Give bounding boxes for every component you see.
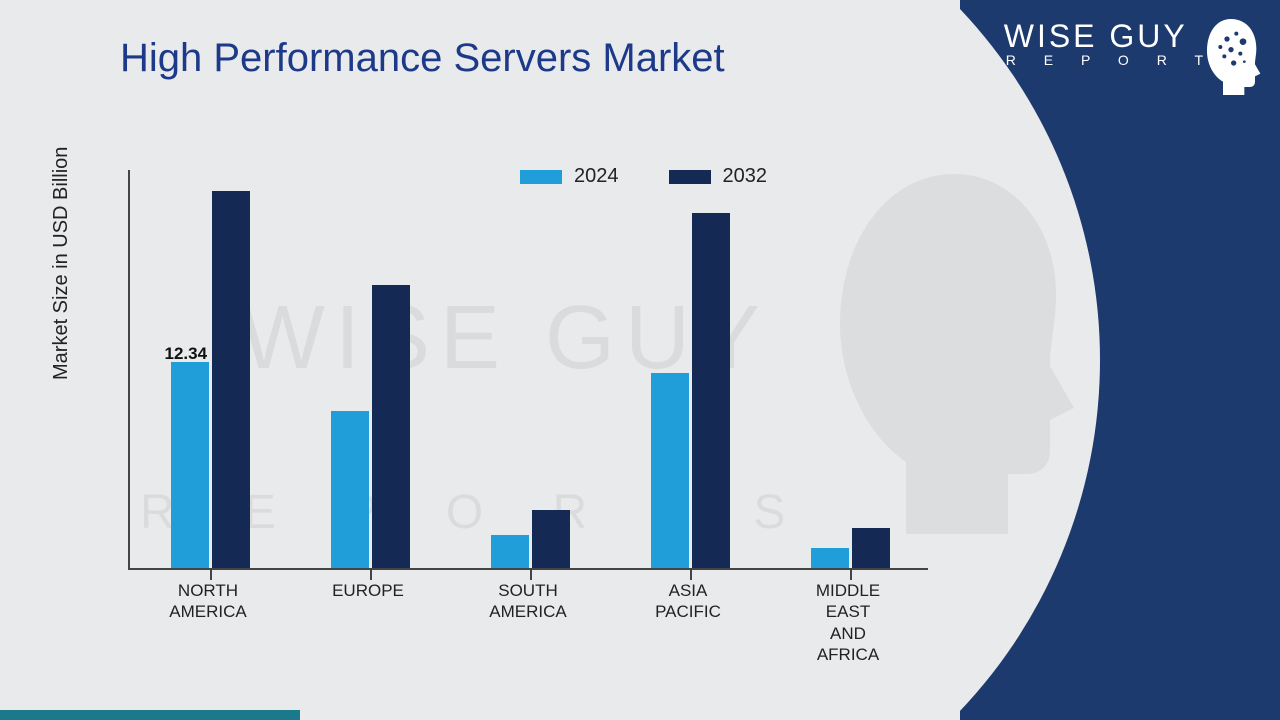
bar (372, 285, 410, 568)
bar (171, 362, 209, 568)
bar (491, 535, 529, 568)
bar (692, 213, 730, 568)
legend-swatch-2032 (669, 170, 711, 184)
category-label: SOUTH AMERICA (458, 580, 598, 623)
brand-head-icon (1192, 15, 1262, 95)
x-tick (370, 570, 372, 580)
bar (532, 510, 570, 568)
bar (651, 373, 689, 568)
bar-group (310, 285, 430, 568)
bar-group (150, 191, 270, 568)
category-label: NORTH AMERICA (138, 580, 278, 623)
bar (331, 411, 369, 568)
legend-label-2032: 2032 (723, 165, 768, 188)
plot-region: 12.34 (128, 170, 928, 570)
legend-swatch-2024 (520, 170, 562, 184)
category-label: EUROPE (298, 580, 438, 601)
y-value-annotation: 12.34 (165, 344, 208, 364)
legend-label-2024: 2024 (574, 165, 619, 188)
chart-viewport: WISE GUY R E P O R T S WISE GUY R E P O … (0, 0, 1280, 720)
bar (852, 528, 890, 568)
chart-area: Market Size in USD Billion 2024 2032 12.… (70, 170, 970, 690)
chart-title: High Performance Servers Market (120, 36, 725, 81)
legend-item-2024: 2024 (520, 165, 619, 188)
x-tick (210, 570, 212, 580)
legend-item-2032: 2032 (669, 165, 768, 188)
brand-logo: WISE GUY R E P O R T S (1004, 20, 1252, 68)
bar-group (630, 213, 750, 568)
bottom-accent-strip (0, 710, 300, 720)
bar-group (790, 528, 910, 568)
category-label: MIDDLE EAST AND AFRICA (778, 580, 918, 665)
x-tick (690, 570, 692, 580)
x-tick (850, 570, 852, 580)
bar-group (470, 510, 590, 568)
x-tick (530, 570, 532, 580)
bar (212, 191, 250, 568)
y-axis-label: Market Size in USD Billion (50, 147, 73, 380)
legend: 2024 2032 (520, 165, 767, 188)
bar (811, 548, 849, 568)
category-label: ASIA PACIFIC (618, 580, 758, 623)
